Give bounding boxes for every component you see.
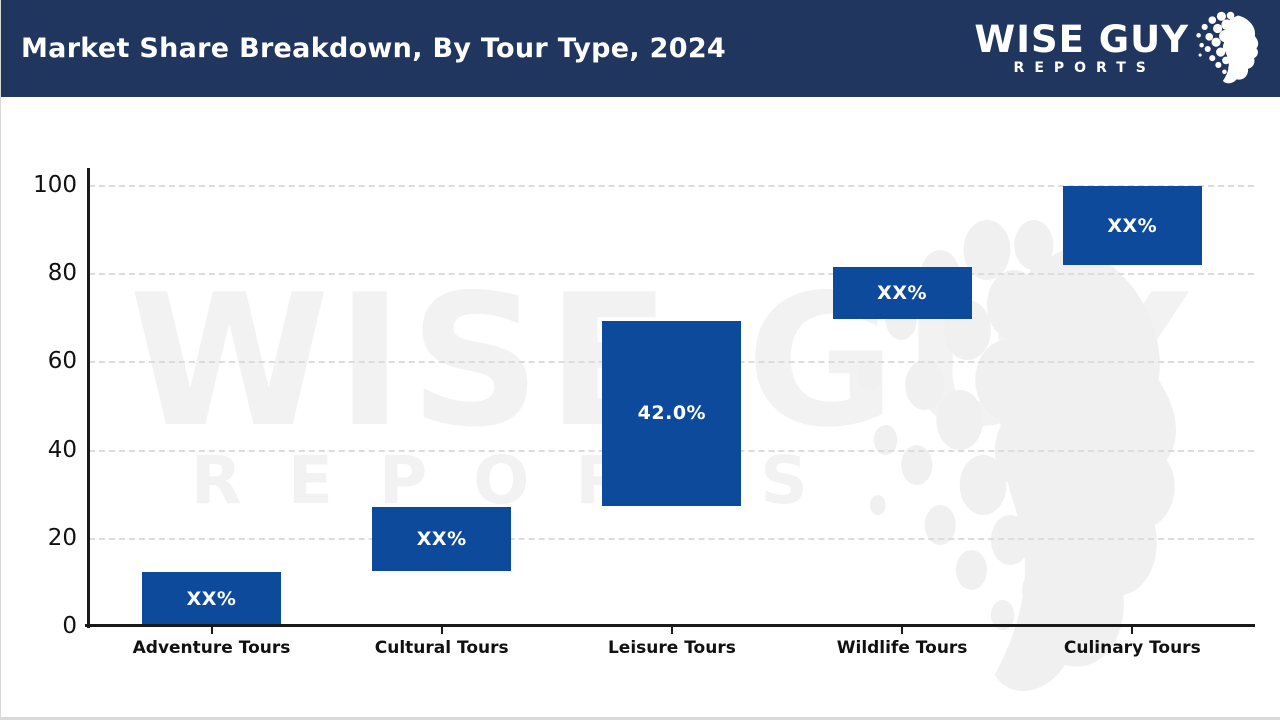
bar-segment: XX% [1062,185,1202,266]
x-category-label: Wildlife Tours [836,638,968,658]
bar-value-label: XX% [1107,214,1158,237]
bar-segment: 42.0% [602,320,742,506]
x-category-label: Culinary Tours [1063,638,1201,658]
bar-value-label: XX% [186,588,237,611]
x-tick-mark [210,627,213,634]
y-axis-line [87,168,90,628]
x-tick-mark [440,627,443,634]
bar-value-label: XX% [877,282,928,305]
y-tick-label: 20 [47,524,77,551]
y-tick-label: 60 [47,348,77,375]
bar-segment: XX% [142,572,281,626]
logo-text: WISE GUY REPORTS [974,21,1189,76]
x-axis-line [85,624,1255,627]
logo-subtitle: REPORTS [1013,60,1156,76]
y-tick-label: 40 [47,436,77,463]
x-tick-mark [901,627,904,634]
plot-area: WISE GUY REPORTS 0 20 40 60 80 100 XX% XX% 42.0… [1,97,1280,717]
y-tick-label: 80 [47,260,77,286]
x-category-label: Adventure Tours [132,638,291,658]
x-tick-mark [670,627,673,634]
bar-segment: XX% [372,507,512,572]
bar-value-label: XX% [416,528,467,551]
bar-segment: XX% [832,266,972,320]
wise-guy-reports-logo: WISE GUY REPORTS [974,7,1280,91]
x-category-label: Cultural Tours [374,638,509,658]
dotted-head-icon [1196,11,1259,83]
gridline [89,184,1254,187]
header-band: Market Share Breakdown, By Tour Type, 20… [1,0,1280,97]
x-category-label: Leisure Tours [607,638,736,658]
x-tick-mark [1131,627,1134,634]
watermark-head-icon [858,220,1177,692]
y-tick-label: 100 [33,171,77,198]
bar-value-label: 42.0% [637,402,707,425]
y-tick-label: 0 [62,613,77,639]
gridline [89,537,1254,540]
page-title: Market Share Breakdown, By Tour Type, 20… [21,33,727,64]
gridline [89,273,1254,275]
logo-wordmark: WISE GUY [974,18,1189,61]
watermark-subtitle: REPORTS [191,442,854,519]
